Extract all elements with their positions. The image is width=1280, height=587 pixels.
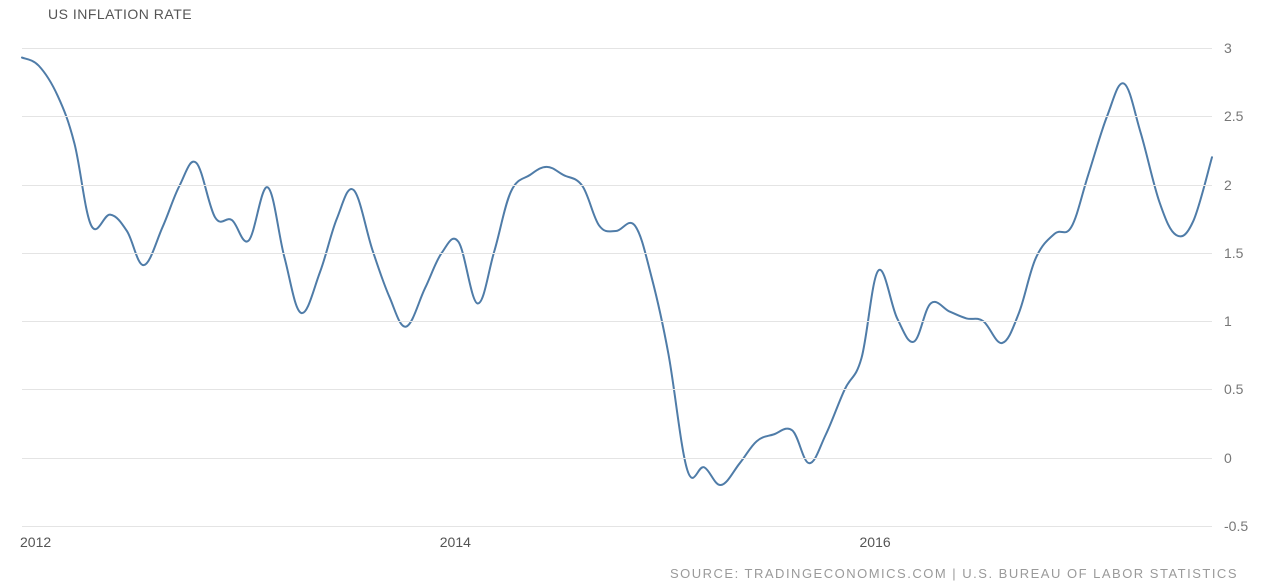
x-tick-label: 2012 (20, 534, 51, 550)
series-line (22, 58, 1212, 485)
chart-title: US INFLATION RATE (48, 6, 192, 22)
y-tick-label: 3 (1224, 40, 1232, 56)
gridline (22, 321, 1212, 322)
y-tick-label: 1.5 (1224, 245, 1243, 261)
y-tick-label: 2 (1224, 177, 1232, 193)
line-series (22, 48, 1212, 526)
gridline (22, 389, 1212, 390)
inflation-chart: US INFLATION RATE -0.5 0 0.5 1 1.5 2 2.5 3 2012… (0, 0, 1280, 587)
gridline (22, 48, 1212, 49)
gridline (22, 526, 1212, 527)
y-tick-label: 2.5 (1224, 108, 1243, 124)
y-tick-label: 0.5 (1224, 381, 1243, 397)
plot-area (22, 48, 1212, 526)
gridline (22, 253, 1212, 254)
y-tick-label: 1 (1224, 313, 1232, 329)
gridline (22, 458, 1212, 459)
x-tick-label: 2014 (440, 534, 471, 550)
gridline (22, 185, 1212, 186)
y-tick-label: -0.5 (1224, 518, 1248, 534)
chart-source: SOURCE: TRADINGECONOMICS.COM | U.S. BURE… (670, 566, 1238, 581)
x-tick-label: 2016 (860, 534, 891, 550)
y-tick-label: 0 (1224, 450, 1232, 466)
gridline (22, 116, 1212, 117)
